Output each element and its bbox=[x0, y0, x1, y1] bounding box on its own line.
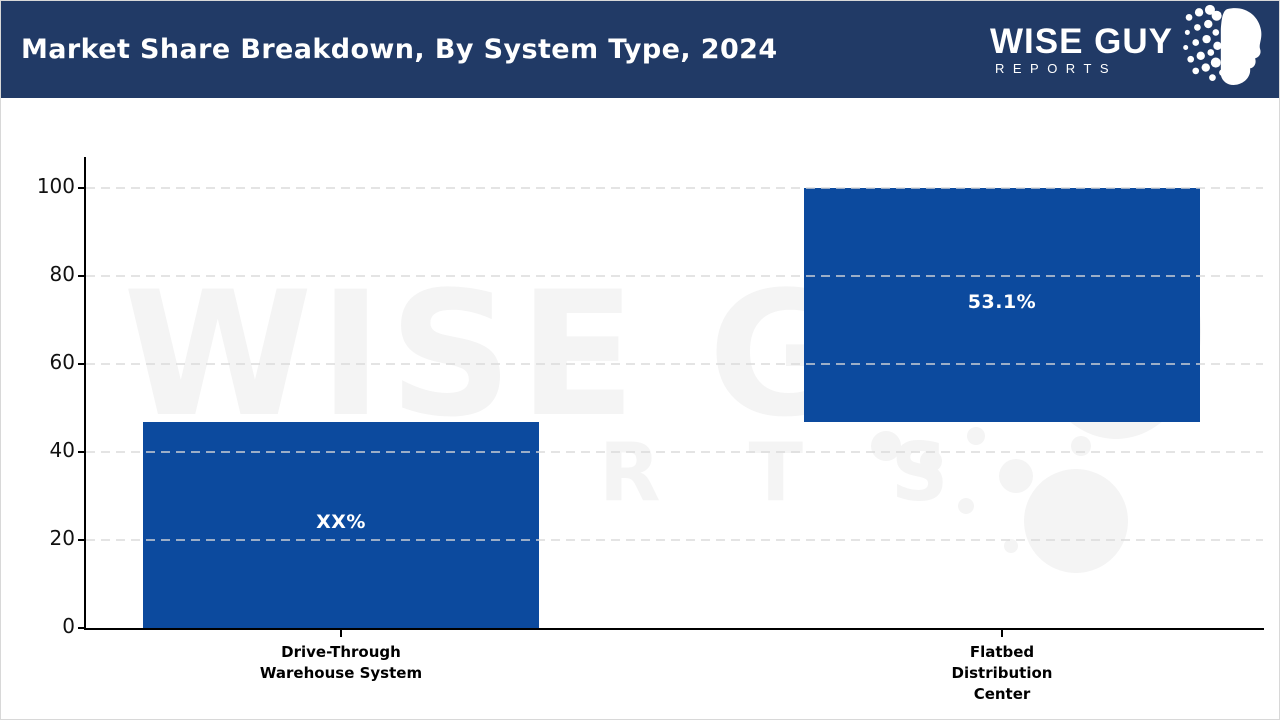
logo-text: WISE GUY REPORTS bbox=[990, 24, 1173, 75]
chart-title: Market Share Breakdown, By System Type, … bbox=[21, 34, 778, 65]
gridline bbox=[86, 275, 1263, 277]
y-tick-mark bbox=[78, 539, 86, 541]
y-axis-line bbox=[84, 157, 86, 630]
y-tick-label: 80 bbox=[49, 262, 75, 286]
gridline bbox=[86, 451, 1263, 453]
x-axis-line bbox=[84, 628, 1264, 630]
y-tick-label: 40 bbox=[49, 438, 75, 462]
y-tick-label: 100 bbox=[36, 174, 75, 198]
y-tick-mark bbox=[78, 275, 86, 277]
x-tick-label: Drive-Through Warehouse System bbox=[259, 643, 423, 682]
gridline bbox=[86, 363, 1263, 365]
y-tick-label: 20 bbox=[49, 526, 75, 550]
logo-subtitle: REPORTS bbox=[994, 61, 1118, 76]
y-tick-mark bbox=[78, 627, 86, 629]
y-tick-mark bbox=[78, 187, 86, 189]
bar bbox=[143, 421, 539, 628]
x-tick-label: Flatbed Distribution Center bbox=[951, 643, 1053, 703]
y-tick-label: 60 bbox=[49, 350, 75, 374]
bar bbox=[804, 188, 1200, 422]
header-bar: Market Share Breakdown, By System Type, … bbox=[1, 1, 1279, 98]
gridline bbox=[86, 539, 1263, 541]
wise-guy-reports-logo: WISE GUY REPORTS bbox=[990, 1, 1273, 98]
bar-value-label: XX% bbox=[316, 510, 366, 533]
y-tick-mark bbox=[78, 451, 86, 453]
bar-value-label: 53.1% bbox=[967, 290, 1037, 313]
y-tick-label: 0 bbox=[62, 614, 75, 638]
logo-face-icon bbox=[1183, 4, 1262, 85]
logo-wordmark: WISE GUY bbox=[989, 22, 1173, 61]
x-tick-mark bbox=[1001, 630, 1003, 637]
y-tick-mark bbox=[78, 363, 86, 365]
x-tick-mark bbox=[340, 630, 342, 637]
gridline bbox=[86, 187, 1263, 189]
